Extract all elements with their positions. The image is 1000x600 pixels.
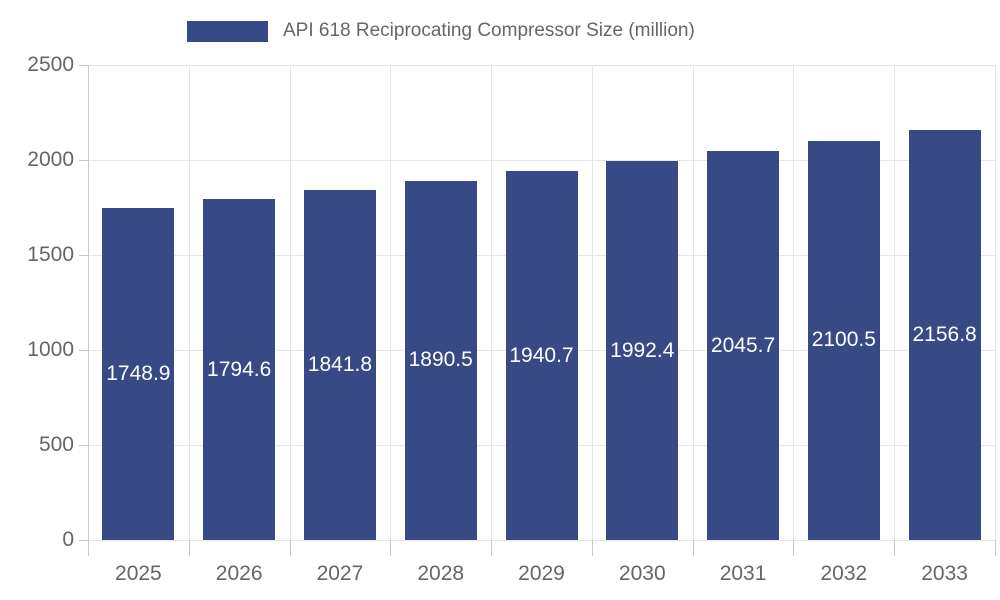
bar xyxy=(102,207,175,540)
x-tick-label: 2029 xyxy=(518,562,565,585)
x-axis-tick xyxy=(289,540,291,556)
x-tick-label: 2030 xyxy=(618,562,666,585)
gridline-vertical xyxy=(793,65,795,540)
y-axis-tick xyxy=(79,255,88,256)
x-axis-tick xyxy=(995,540,996,556)
y-axis-tick xyxy=(79,445,88,446)
x-axis-tick xyxy=(793,540,795,556)
x-tick-label: 2028 xyxy=(417,562,465,585)
x-tick-label: 2033 xyxy=(921,562,968,585)
bar-value-label: 1890.5 xyxy=(408,348,473,372)
gridline-vertical xyxy=(591,65,593,540)
bar xyxy=(303,190,376,540)
gridline-vertical xyxy=(894,65,896,540)
y-axis-tick xyxy=(79,160,88,161)
y-tick-label: 2000 xyxy=(27,148,74,171)
bar-value-label: 1992.4 xyxy=(610,338,675,362)
bar-value-label: 2156.8 xyxy=(912,323,977,347)
bar xyxy=(505,171,578,540)
bar xyxy=(404,180,477,540)
y-tick-label: 0 xyxy=(62,528,74,551)
x-tick-label: 2025 xyxy=(115,562,162,585)
x-axis-tick xyxy=(390,540,392,556)
bar-value-label: 1748.9 xyxy=(106,361,171,385)
y-tick-label: 1000 xyxy=(27,338,74,361)
bar-value-label: 2045.7 xyxy=(710,333,776,357)
bar xyxy=(707,151,780,540)
gridline-vertical xyxy=(692,65,694,540)
bar xyxy=(606,161,679,540)
y-tick-label: 500 xyxy=(38,433,74,456)
bar-value-label: 2100.5 xyxy=(811,328,876,352)
gridline-vertical xyxy=(289,65,291,540)
x-axis-tick xyxy=(491,540,493,556)
bar-value-label: 1794.6 xyxy=(207,357,272,381)
x-tick-label: 2027 xyxy=(316,562,364,585)
gridline-vertical xyxy=(188,65,190,540)
y-tick-label: 1500 xyxy=(27,243,74,266)
y-axis-tick xyxy=(79,540,88,541)
gridline-vertical xyxy=(390,65,392,540)
y-axis-tick xyxy=(79,65,88,66)
y-tick-label: 2500 xyxy=(27,53,74,76)
gridline-horizontal xyxy=(88,540,995,541)
gridline-horizontal xyxy=(88,160,995,161)
bar xyxy=(908,130,981,540)
bar xyxy=(203,199,276,540)
x-tick-label: 2026 xyxy=(215,562,263,585)
x-tick-label: 2031 xyxy=(719,562,767,585)
x-axis-tick xyxy=(894,540,896,556)
x-axis-tick xyxy=(591,540,593,556)
gridline-vertical xyxy=(995,65,996,540)
legend-label: API 618 Reciprocating Compressor Size (m… xyxy=(283,20,695,41)
x-axis-tick xyxy=(692,540,694,556)
y-axis-tick xyxy=(79,350,88,351)
bar xyxy=(807,140,880,540)
gridline-vertical xyxy=(491,65,493,540)
gridline-horizontal xyxy=(88,65,995,66)
bar-value-label: 1940.7 xyxy=(509,343,574,367)
x-axis-tick xyxy=(188,540,190,556)
legend-item[interactable]: API 618 Reciprocating Compressor Size (m… xyxy=(187,20,695,42)
legend-swatch xyxy=(187,20,268,42)
y-axis-line xyxy=(88,65,89,556)
bar-value-label: 1841.8 xyxy=(307,353,373,377)
x-tick-label: 2032 xyxy=(820,562,868,585)
